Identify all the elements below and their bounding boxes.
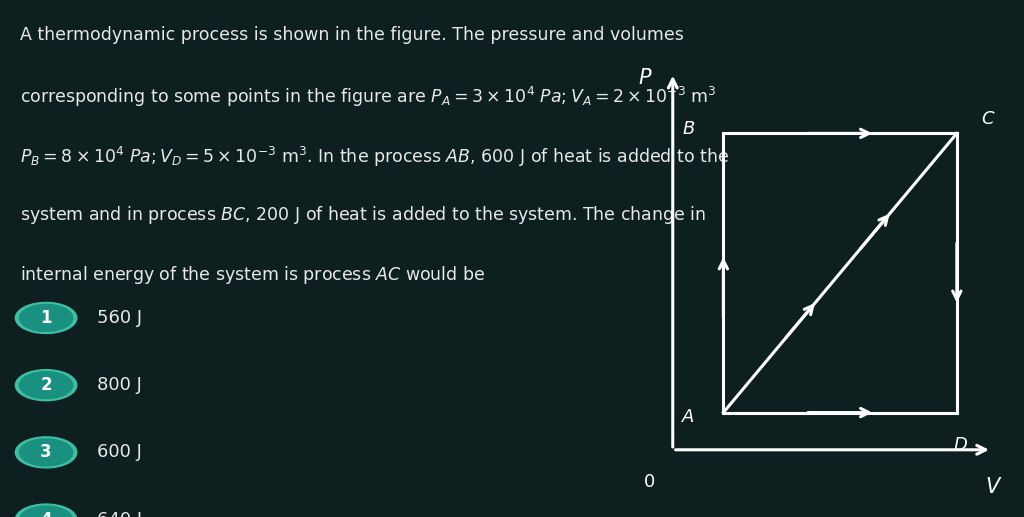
- Text: internal energy of the system is process $AC$ would be: internal energy of the system is process…: [20, 264, 485, 286]
- Text: 0: 0: [644, 474, 655, 491]
- Circle shape: [19, 305, 73, 331]
- Text: 600 J: 600 J: [97, 444, 142, 461]
- Circle shape: [19, 372, 73, 399]
- Text: system and in process $BC$, 200 J of heat is added to the system. The change in: system and in process $BC$, 200 J of hea…: [20, 204, 707, 226]
- Circle shape: [15, 437, 77, 468]
- Text: $V$: $V$: [985, 477, 1002, 497]
- Circle shape: [19, 506, 73, 517]
- Text: $D$: $D$: [953, 436, 969, 454]
- Circle shape: [19, 439, 73, 466]
- Circle shape: [15, 370, 77, 401]
- Text: 800 J: 800 J: [97, 376, 142, 394]
- Text: $P$: $P$: [638, 68, 653, 87]
- Text: $P_B = 8 \times 10^4$ $Pa; V_D = 5 \times 10^{-3}$ m$^3$. In the process $AB$, 6: $P_B = 8 \times 10^4$ $Pa; V_D = 5 \time…: [20, 145, 729, 169]
- Text: 4: 4: [40, 511, 52, 517]
- Circle shape: [15, 302, 77, 333]
- Text: 560 J: 560 J: [97, 309, 142, 327]
- Text: $B$: $B$: [682, 120, 695, 138]
- Circle shape: [15, 504, 77, 517]
- Text: 3: 3: [40, 444, 52, 461]
- Text: A thermodynamic process is shown in the figure. The pressure and volumes: A thermodynamic process is shown in the …: [20, 26, 684, 44]
- Text: $A$: $A$: [681, 408, 695, 426]
- Text: 2: 2: [40, 376, 52, 394]
- Text: 640 J: 640 J: [97, 511, 142, 517]
- Text: corresponding to some points in the figure are $P_A = 3 \times 10^4$ $Pa; V_A = : corresponding to some points in the figu…: [20, 85, 717, 110]
- Text: 1: 1: [40, 309, 52, 327]
- Text: $C$: $C$: [981, 111, 995, 128]
